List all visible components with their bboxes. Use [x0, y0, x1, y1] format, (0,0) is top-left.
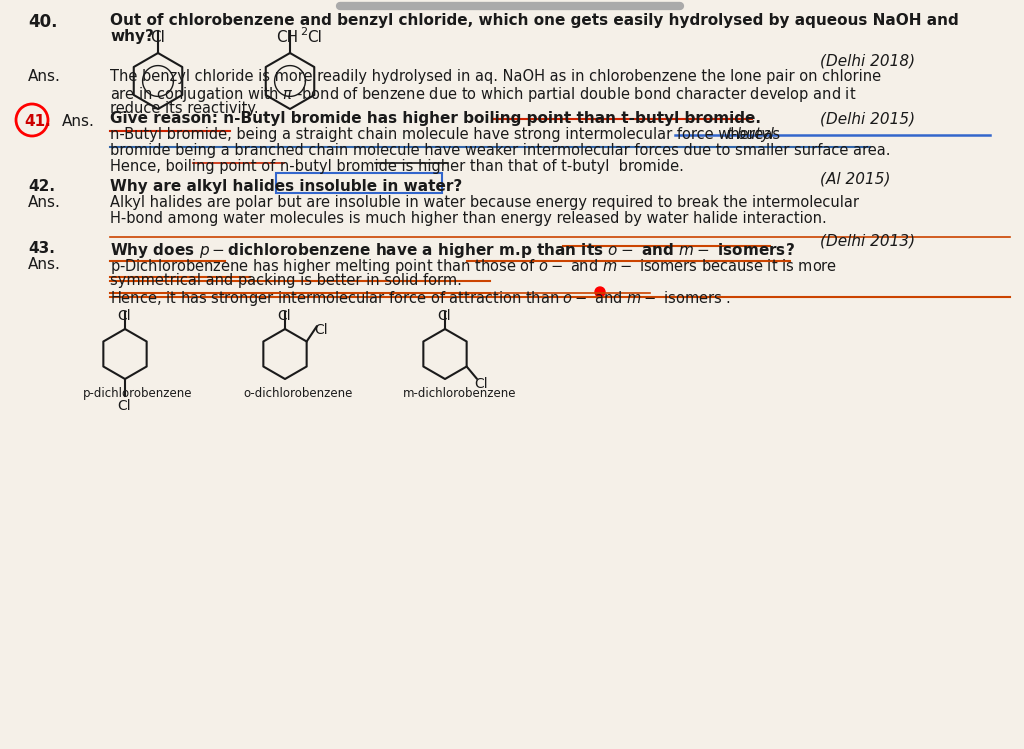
Text: Hence, it has stronger intermolecular force of attraction than $o-$ and $m-$ iso: Hence, it has stronger intermolecular fo…: [110, 289, 731, 308]
Text: (Delhi 2013): (Delhi 2013): [820, 234, 915, 249]
Text: The benzyl chloride is more readily hydrolysed in aq. NaOH as in chlorobenzene t: The benzyl chloride is more readily hydr…: [110, 69, 881, 84]
Text: Why does $p-$dichlorobenzene have a higher m.p than its $o-$ and $m-$ isomers?: Why does $p-$dichlorobenzene have a high…: [110, 241, 795, 260]
Text: bromide being a branched chain molecule have weaker intermolecular forces due to: bromide being a branched chain molecule …: [110, 143, 891, 158]
Text: are in conjugation with $\pi$ -bond of benzene due to which partial double bond : are in conjugation with $\pi$ -bond of b…: [110, 85, 856, 104]
Text: t-butyl: t-butyl: [726, 127, 774, 142]
Text: H-bond among water molecules is much higher than energy released by water halide: H-bond among water molecules is much hig…: [110, 211, 826, 226]
Text: symmetrical and packing is better in solid form.: symmetrical and packing is better in sol…: [110, 273, 462, 288]
Text: reduce its reactivity.: reduce its reactivity.: [110, 101, 259, 116]
Text: p-dichlorobenzene: p-dichlorobenzene: [83, 387, 193, 400]
Text: why?: why?: [110, 29, 154, 44]
Text: Ans.: Ans.: [28, 257, 60, 272]
Text: n-Butyl bromide, being a straight chain molecule have strong intermolecular forc: n-Butyl bromide, being a straight chain …: [110, 127, 784, 142]
Text: Cl: Cl: [278, 309, 291, 323]
Text: Out of chlorobenzene and benzyl chloride, which one gets easily hydrolysed by aq: Out of chlorobenzene and benzyl chloride…: [110, 13, 958, 28]
Text: Cl: Cl: [475, 377, 488, 390]
Text: Cl: Cl: [117, 309, 131, 323]
Text: Cl: Cl: [150, 30, 165, 45]
Text: 41.: 41.: [24, 114, 51, 129]
Text: Ans.: Ans.: [28, 195, 60, 210]
Text: Give reason: n-Butyl bromide has higher boiling point than t-butyl bromide.: Give reason: n-Butyl bromide has higher …: [110, 111, 761, 126]
Text: 40.: 40.: [28, 13, 57, 31]
Text: (Delhi 2018): (Delhi 2018): [820, 54, 915, 69]
Text: Ans.: Ans.: [62, 114, 95, 129]
Text: (Delhi 2015): (Delhi 2015): [820, 111, 915, 126]
Text: 43.: 43.: [28, 241, 55, 256]
Text: m-dichlorobenzene: m-dichlorobenzene: [403, 387, 516, 400]
Text: Cl: Cl: [307, 30, 322, 45]
Text: Why are alkyl halides insoluble in water?: Why are alkyl halides insoluble in water…: [110, 179, 462, 194]
Text: Alkyl halides are polar but are insoluble in water because energy required to br: Alkyl halides are polar but are insolubl…: [110, 195, 859, 210]
Text: Cl: Cl: [437, 309, 451, 323]
Text: p-Dichlorobenzene has higher melting point than those of $o-$ and $m-$ isomers b: p-Dichlorobenzene has higher melting poi…: [110, 257, 838, 276]
Text: 42.: 42.: [28, 179, 55, 194]
Text: Cl: Cl: [117, 399, 131, 413]
Text: Cl: Cl: [314, 324, 329, 338]
Circle shape: [595, 287, 605, 297]
Text: 2: 2: [300, 27, 307, 37]
Text: Hence, boiling point of n-butyl bromide is higher than that of t-butyl  bromide.: Hence, boiling point of n-butyl bromide …: [110, 159, 684, 174]
Text: Ans.: Ans.: [28, 69, 60, 84]
Text: o-dichlorobenzene: o-dichlorobenzene: [243, 387, 352, 400]
Text: CH: CH: [276, 30, 298, 45]
Text: (Al 2015): (Al 2015): [820, 172, 891, 187]
